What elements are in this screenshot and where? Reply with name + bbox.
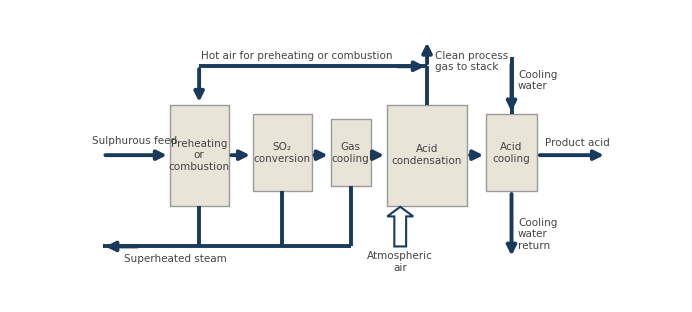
FancyBboxPatch shape [170, 105, 228, 206]
Text: Clean process
gas to stack: Clean process gas to stack [435, 51, 509, 72]
Text: Acid
cooling: Acid cooling [493, 142, 530, 163]
Text: Gas
cooling: Gas cooling [331, 142, 370, 163]
Text: Superheated steam: Superheated steam [124, 254, 227, 264]
Text: Preheating
or
combustion: Preheating or combustion [169, 139, 230, 172]
FancyBboxPatch shape [253, 114, 311, 191]
FancyArrow shape [388, 207, 413, 246]
FancyBboxPatch shape [486, 114, 537, 191]
Text: Sulphurous feed: Sulphurous feed [92, 135, 177, 145]
FancyBboxPatch shape [387, 105, 467, 206]
Text: Cooling
water: Cooling water [518, 70, 557, 91]
Text: SO₂
conversion: SO₂ conversion [254, 142, 311, 163]
Text: Product acid: Product acid [545, 138, 610, 148]
FancyBboxPatch shape [331, 119, 371, 186]
Text: Atmospheric
air: Atmospheric air [367, 251, 433, 273]
Text: Acid
condensation: Acid condensation [392, 144, 462, 166]
Text: Hot air for preheating or combustion: Hot air for preheating or combustion [201, 51, 393, 61]
Text: Cooling
water
return: Cooling water return [518, 218, 557, 251]
